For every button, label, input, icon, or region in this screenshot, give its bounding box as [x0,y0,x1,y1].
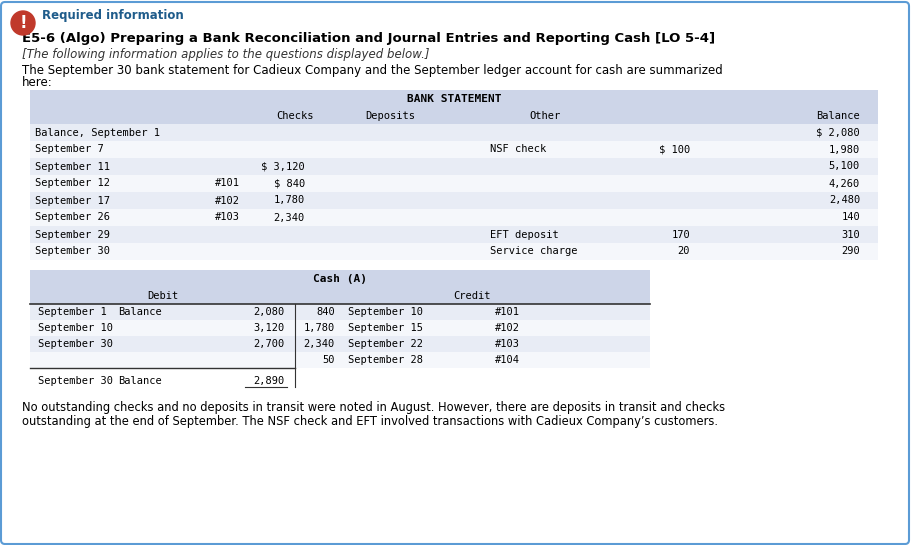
Text: September 15: September 15 [348,323,423,333]
Bar [30,288,650,304]
Text: NSF check: NSF check [490,144,547,154]
Text: September 26: September 26 [35,213,110,222]
Bar [30,352,650,368]
Text: The September 30 bank statement for Cadieux Company and the September ledger acc: The September 30 bank statement for Cadi… [22,64,722,77]
Text: 290: 290 [841,246,860,257]
Text: 2,080: 2,080 [254,307,285,317]
Circle shape [11,11,35,35]
Text: Cash (A): Cash (A) [313,274,367,284]
Text: #103: #103 [215,213,240,222]
Text: $ 100: $ 100 [659,144,690,154]
Text: Other: Other [529,111,560,121]
Text: September 11: September 11 [35,161,110,172]
Text: #104: #104 [495,355,520,365]
Text: Balance: Balance [118,376,162,386]
Bar [30,270,650,288]
Bar [30,304,650,320]
Text: Service charge: Service charge [490,246,578,257]
Text: Balance: Balance [118,307,162,317]
Text: #102: #102 [215,196,240,205]
Text: Checks: Checks [276,111,313,121]
Text: September 30: September 30 [38,339,113,349]
Text: #103: #103 [495,339,520,349]
Text: September 10: September 10 [38,323,113,333]
Text: E5-6 (Algo) Preparing a Bank Reconciliation and Journal Entries and Reporting Ca: E5-6 (Algo) Preparing a Bank Reconciliat… [22,32,715,45]
Text: 2,890: 2,890 [254,376,285,386]
Text: 1,780: 1,780 [273,196,305,205]
Text: #102: #102 [495,323,520,333]
Text: September 30: September 30 [35,246,110,257]
Text: September 1: September 1 [38,307,107,317]
Text: EFT deposit: EFT deposit [490,229,558,239]
Text: 2,480: 2,480 [829,196,860,205]
Text: 2,340: 2,340 [303,339,335,349]
Text: Deposits: Deposits [365,111,415,121]
Text: Required information: Required information [42,9,184,21]
Text: September 22: September 22 [348,339,423,349]
Text: outstanding at the end of September. The NSF check and EFT involved transactions: outstanding at the end of September. The… [22,415,718,428]
Text: #101: #101 [495,307,520,317]
Text: 140: 140 [841,213,860,222]
Text: 2,340: 2,340 [273,213,305,222]
Text: [The following information applies to the questions displayed below.]: [The following information applies to th… [22,48,429,61]
Text: $ 2,080: $ 2,080 [816,128,860,137]
Text: 1,780: 1,780 [303,323,335,333]
Text: 170: 170 [671,229,690,239]
Bar [30,192,878,209]
Text: #101: #101 [215,179,240,189]
Text: No outstanding checks and no deposits in transit were noted in August. However, : No outstanding checks and no deposits in… [22,401,725,414]
Text: Debit: Debit [147,291,179,301]
Text: September 12: September 12 [35,179,110,189]
Text: September 17: September 17 [35,196,110,205]
Text: 4,260: 4,260 [829,179,860,189]
Text: 2,700: 2,700 [254,339,285,349]
Bar [30,226,878,243]
Text: Credit: Credit [454,291,491,301]
Text: $ 840: $ 840 [273,179,305,189]
Bar [30,141,878,158]
Text: 310: 310 [841,229,860,239]
Text: 840: 840 [316,307,335,317]
Text: 50: 50 [322,355,335,365]
Text: 3,120: 3,120 [254,323,285,333]
Text: September 7: September 7 [35,144,104,154]
Bar [30,90,878,108]
Text: !: ! [19,14,26,32]
Bar [30,175,878,192]
Bar [30,336,650,352]
Text: here:: here: [22,76,53,89]
Text: September 29: September 29 [35,229,110,239]
Bar [30,209,878,226]
Text: Balance, September 1: Balance, September 1 [35,128,160,137]
Bar [30,158,878,175]
Bar [30,320,650,336]
Text: September 10: September 10 [348,307,423,317]
Text: 20: 20 [678,246,690,257]
Bar [30,108,878,124]
Text: $ 3,120: $ 3,120 [261,161,305,172]
Text: September 30: September 30 [38,376,113,386]
Text: BANK STATEMENT: BANK STATEMENT [406,94,501,104]
Text: Balance: Balance [816,111,860,121]
Bar [30,243,878,260]
Bar [30,124,878,141]
Text: September 28: September 28 [348,355,423,365]
Text: 5,100: 5,100 [829,161,860,172]
Text: 1,980: 1,980 [829,144,860,154]
